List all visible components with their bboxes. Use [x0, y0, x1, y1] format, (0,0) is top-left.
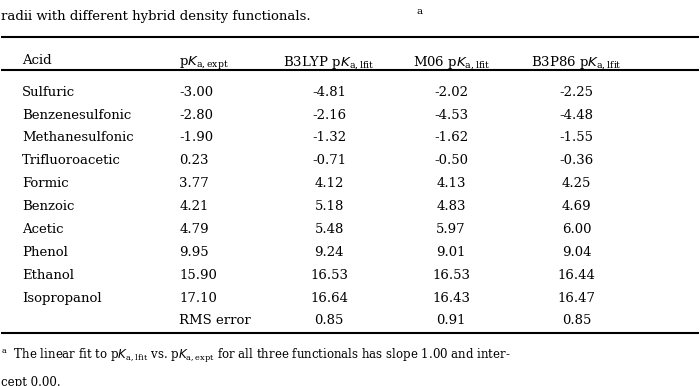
- Text: 16.47: 16.47: [558, 291, 596, 305]
- Text: 9.04: 9.04: [562, 246, 592, 259]
- Text: 4.83: 4.83: [436, 200, 466, 213]
- Text: 5.97: 5.97: [436, 223, 466, 236]
- Text: -1.55: -1.55: [559, 132, 594, 144]
- Text: 4.69: 4.69: [562, 200, 592, 213]
- Text: 9.95: 9.95: [179, 246, 209, 259]
- Text: Ethanol: Ethanol: [22, 269, 74, 282]
- Text: -4.48: -4.48: [559, 108, 594, 122]
- Text: -2.16: -2.16: [312, 108, 346, 122]
- Text: 4.79: 4.79: [179, 223, 209, 236]
- Text: 3.77: 3.77: [179, 177, 209, 190]
- Text: 16.43: 16.43: [432, 291, 470, 305]
- Text: 9.24: 9.24: [314, 246, 344, 259]
- Text: -3.00: -3.00: [179, 86, 214, 99]
- Text: Acetic: Acetic: [22, 223, 64, 236]
- Text: Benzenesulfonic: Benzenesulfonic: [22, 108, 132, 122]
- Text: Methanesulfonic: Methanesulfonic: [22, 132, 134, 144]
- Text: radii with different hybrid density functionals.: radii with different hybrid density func…: [1, 10, 311, 23]
- Text: cept 0.00.: cept 0.00.: [1, 376, 61, 386]
- Text: 4.21: 4.21: [179, 200, 209, 213]
- Text: 6.00: 6.00: [562, 223, 592, 236]
- Text: 4.13: 4.13: [436, 177, 466, 190]
- Text: a: a: [416, 7, 422, 15]
- Text: -1.90: -1.90: [179, 132, 214, 144]
- Text: Isopropanol: Isopropanol: [22, 291, 102, 305]
- Text: 9.01: 9.01: [436, 246, 466, 259]
- Text: -1.32: -1.32: [312, 132, 346, 144]
- Text: 16.44: 16.44: [558, 269, 596, 282]
- Text: -0.36: -0.36: [559, 154, 594, 168]
- Text: -1.62: -1.62: [434, 132, 468, 144]
- Text: 0.85: 0.85: [562, 315, 592, 327]
- Text: RMS error: RMS error: [179, 315, 251, 327]
- Text: $^{\mathregular{a}}$  The linear fit to p$K_{\mathregular{a,lfit}}$ vs. p$K_{\ma: $^{\mathregular{a}}$ The linear fit to p…: [1, 347, 511, 365]
- Text: 16.64: 16.64: [310, 291, 348, 305]
- Text: -0.50: -0.50: [434, 154, 468, 168]
- Text: 15.90: 15.90: [179, 269, 217, 282]
- Text: 0.23: 0.23: [179, 154, 209, 168]
- Text: -2.25: -2.25: [559, 86, 594, 99]
- Text: B3LYP p$K_{\mathregular{a,lfit}}$: B3LYP p$K_{\mathregular{a,lfit}}$: [284, 54, 374, 71]
- Text: -0.71: -0.71: [312, 154, 346, 168]
- Text: 4.25: 4.25: [562, 177, 592, 190]
- Text: Benzoic: Benzoic: [22, 200, 75, 213]
- Text: -4.53: -4.53: [434, 108, 468, 122]
- Text: 4.12: 4.12: [314, 177, 344, 190]
- Text: Trifluoroacetic: Trifluoroacetic: [22, 154, 121, 168]
- Text: 5.18: 5.18: [314, 200, 344, 213]
- Text: 17.10: 17.10: [179, 291, 217, 305]
- Text: 5.48: 5.48: [314, 223, 344, 236]
- Text: -4.81: -4.81: [312, 86, 346, 99]
- Text: B3P86 p$K_{\mathregular{a,lfit}}$: B3P86 p$K_{\mathregular{a,lfit}}$: [531, 54, 622, 71]
- Text: M06 p$K_{\mathregular{a,lfit}}$: M06 p$K_{\mathregular{a,lfit}}$: [412, 54, 490, 71]
- Text: -2.02: -2.02: [434, 86, 468, 99]
- Text: 0.85: 0.85: [314, 315, 344, 327]
- Text: Phenol: Phenol: [22, 246, 68, 259]
- Text: -2.80: -2.80: [179, 108, 214, 122]
- Text: 0.91: 0.91: [436, 315, 466, 327]
- Text: Acid: Acid: [22, 54, 52, 67]
- Text: Formic: Formic: [22, 177, 69, 190]
- Text: p$K_{\mathregular{a,expt}}$: p$K_{\mathregular{a,expt}}$: [179, 54, 229, 71]
- Text: Sulfuric: Sulfuric: [22, 86, 76, 99]
- Text: 16.53: 16.53: [432, 269, 470, 282]
- Text: 16.53: 16.53: [310, 269, 348, 282]
